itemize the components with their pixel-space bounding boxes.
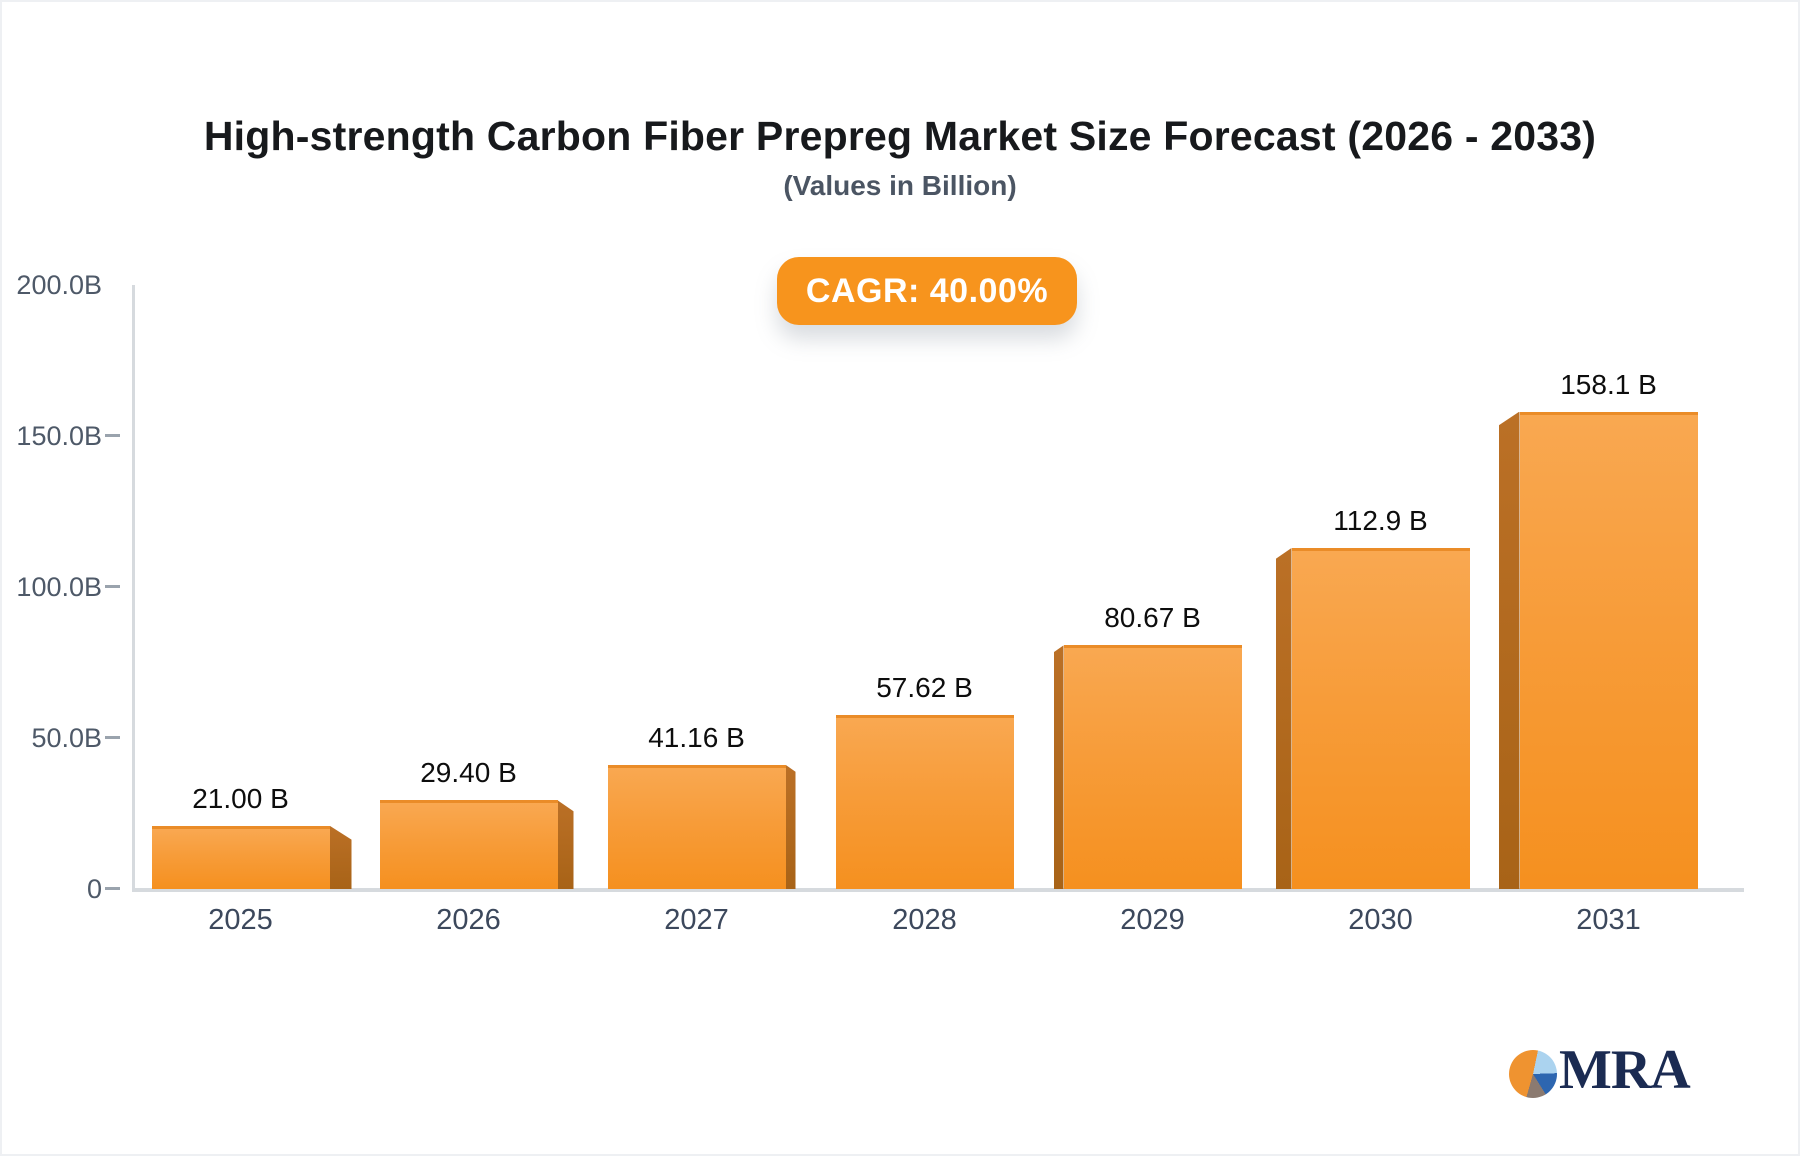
y-tick-dash bbox=[105, 585, 120, 588]
cagr-badge: CAGR: 40.00% bbox=[777, 257, 1077, 325]
bar-value-label: 112.9 B bbox=[1333, 505, 1428, 537]
bar-side-panel bbox=[785, 764, 796, 889]
bar-value-label: 57.62 B bbox=[876, 671, 973, 703]
bar-value-label: 80.67 B bbox=[1104, 602, 1201, 634]
pie-chart-icon bbox=[1509, 1050, 1557, 1098]
bar-face bbox=[1063, 645, 1242, 889]
logo-text: MRA bbox=[1559, 1039, 1691, 1101]
bar-face bbox=[151, 825, 330, 889]
x-axis-line bbox=[132, 888, 1744, 892]
bar-face bbox=[835, 714, 1014, 889]
bar-value-label: 29.40 B bbox=[420, 757, 517, 789]
cagr-badge-label: CAGR: 40.00% bbox=[805, 271, 1049, 310]
y-tick-label: 0 bbox=[86, 874, 102, 904]
x-tick-label: 2025 bbox=[208, 904, 273, 936]
chart-title: High-strength Carbon Fiber Prepreg Marke… bbox=[203, 113, 1597, 159]
bar-side-panel bbox=[1053, 645, 1064, 889]
x-tick-label: 2027 bbox=[664, 904, 729, 936]
y-axis-line bbox=[132, 285, 135, 892]
x-tick-label: 2028 bbox=[892, 904, 957, 936]
bar-value-label: 21.00 B bbox=[192, 782, 289, 814]
y-tick-dash bbox=[105, 887, 120, 890]
bar-side-panel bbox=[1498, 411, 1520, 889]
x-tick-label: 2026 bbox=[436, 904, 501, 936]
bar-value-label: 41.16 B bbox=[648, 721, 745, 753]
bar-side-panel bbox=[1275, 548, 1292, 889]
y-tick-label: 200.0B bbox=[16, 270, 102, 300]
bar-face bbox=[1519, 411, 1698, 889]
y-tick-dash bbox=[105, 736, 120, 739]
y-tick-label: 100.0B bbox=[16, 572, 102, 602]
chart-subtitle: (Values in Billion) bbox=[783, 170, 1017, 201]
y-tick-dash bbox=[105, 434, 120, 437]
x-tick-label: 2029 bbox=[1120, 904, 1185, 936]
bar-face bbox=[379, 800, 558, 889]
x-tick-label: 2030 bbox=[1348, 904, 1413, 936]
bar-face bbox=[1291, 548, 1470, 889]
bar-value-label: 158.1 B bbox=[1560, 368, 1657, 400]
brand-logo: MRA bbox=[1509, 1039, 1691, 1101]
y-tick-label: 50.0B bbox=[31, 723, 102, 753]
bar-side-panel bbox=[557, 800, 574, 889]
x-tick-label: 2031 bbox=[1576, 904, 1641, 936]
bar-side-panel bbox=[329, 825, 352, 889]
y-tick-label: 150.0B bbox=[16, 421, 102, 451]
bar-face bbox=[607, 764, 786, 889]
